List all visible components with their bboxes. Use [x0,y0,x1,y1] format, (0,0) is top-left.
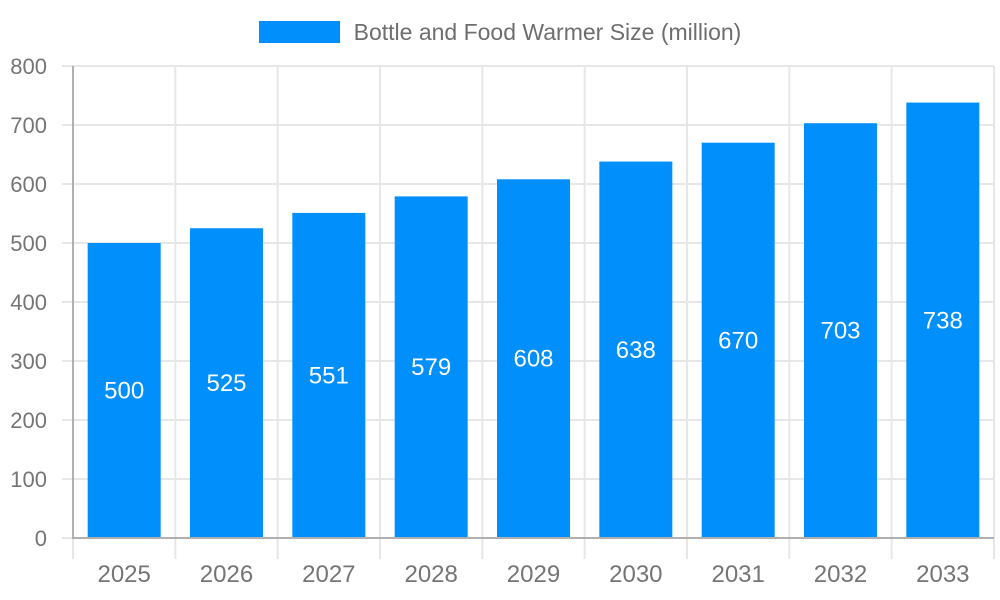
bar-value-label: 500 [104,378,144,405]
bar-value-label: 670 [718,327,758,354]
bar-2028[interactable] [394,196,468,538]
y-axis-tick-label: 700 [10,113,47,138]
y-axis-tick-label: 400 [10,290,47,315]
legend-label: Bottle and Food Warmer Size (million) [353,18,742,45]
bar-2027[interactable] [292,212,366,538]
bar-2029[interactable] [497,179,570,538]
bar-2026[interactable] [190,228,263,538]
bar-2033[interactable] [906,102,980,538]
y-axis-tick-label: 300 [10,349,47,374]
x-axis-tick-label: 2032 [814,561,867,588]
bar-2031[interactable] [701,142,775,538]
bar-value-label: 703 [820,318,860,345]
x-axis-tick-label: 2026 [200,561,253,588]
bar-2030[interactable] [599,161,673,538]
y-axis-tick-label: 0 [35,526,47,551]
bar-value-label: 525 [206,370,246,397]
legend-item[interactable]: Bottle and Food Warmer Size (million) [258,18,742,46]
bar-2025[interactable] [87,243,161,538]
x-axis-tick-label: 2025 [97,561,150,588]
bar-2032[interactable] [804,123,877,538]
y-axis-tick-label: 800 [10,54,47,79]
x-axis-tick-label: 2033 [916,561,969,588]
x-axis-tick-label: 2031 [711,561,764,588]
x-axis-tick-label: 2028 [404,561,457,588]
x-axis-tick-label: 2027 [302,561,355,588]
x-axis-tick-label: 2030 [609,561,662,588]
x-axis-tick-label: 2029 [507,561,560,588]
y-axis-tick-label: 200 [10,408,47,433]
y-axis-tick-label: 500 [10,231,47,256]
bar-value-label: 608 [513,346,553,373]
legend-swatch [258,21,340,43]
y-axis-tick-label: 100 [10,467,47,492]
bar-value-label: 579 [411,354,451,381]
bar-value-label: 638 [616,337,656,364]
bar-value-label: 551 [309,362,349,389]
y-axis-tick-label: 600 [10,172,47,197]
bar-value-label: 738 [923,307,963,334]
legend: Bottle and Food Warmer Size (million) [0,16,1000,48]
